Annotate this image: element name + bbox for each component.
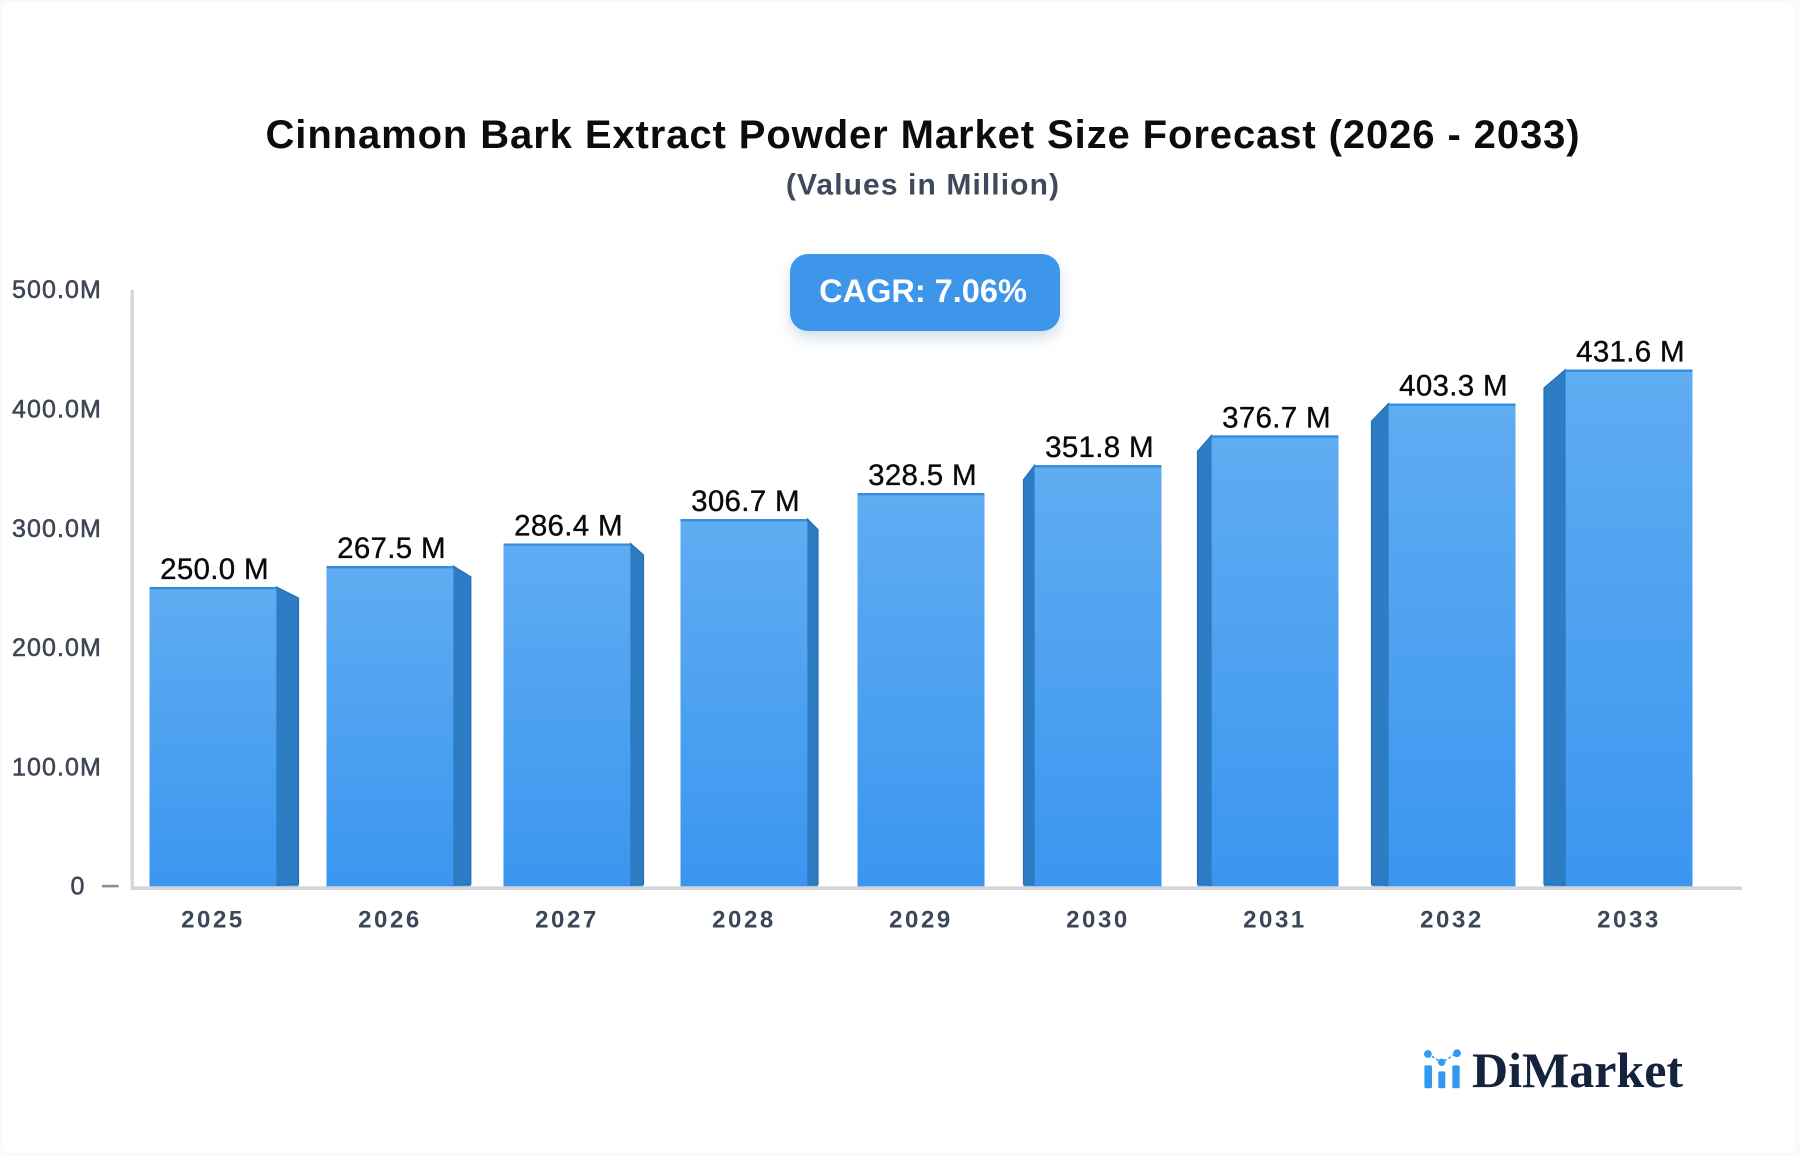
svg-text:306.7 M: 306.7 M — [691, 485, 800, 518]
svg-text:(Values in Million): (Values in Million) — [786, 169, 1060, 202]
svg-text:2030: 2030 — [1066, 907, 1130, 934]
svg-text:2028: 2028 — [712, 907, 776, 934]
svg-text:328.5 M: 328.5 M — [868, 459, 977, 492]
svg-text:403.3 M: 403.3 M — [1399, 370, 1508, 403]
svg-text:267.5 M: 267.5 M — [337, 532, 446, 565]
svg-text:Cinnamon Bark Extract Powder M: Cinnamon Bark Extract Powder Market Size… — [266, 113, 1581, 157]
svg-text:500.0M: 500.0M — [12, 276, 102, 304]
svg-text:431.6 M: 431.6 M — [1576, 336, 1685, 369]
svg-text:2032: 2032 — [1420, 907, 1484, 934]
svg-text:2026: 2026 — [358, 907, 422, 934]
svg-text:250.0 M: 250.0 M — [160, 553, 269, 586]
svg-text:2031: 2031 — [1243, 907, 1307, 934]
svg-text:DiMarket: DiMarket — [1472, 1042, 1683, 1098]
svg-text:2029: 2029 — [889, 907, 953, 934]
svg-text:100.0M: 100.0M — [12, 754, 102, 782]
svg-text:2027: 2027 — [535, 907, 599, 934]
svg-text:200.0M: 200.0M — [12, 634, 102, 662]
svg-text:400.0M: 400.0M — [12, 395, 102, 423]
svg-text:0: 0 — [70, 873, 85, 901]
svg-text:2033: 2033 — [1597, 907, 1661, 934]
svg-text:376.7 M: 376.7 M — [1222, 401, 1331, 434]
svg-text:CAGR: 7.06%: CAGR: 7.06% — [819, 273, 1027, 309]
svg-text:300.0M: 300.0M — [12, 515, 102, 543]
svg-text:351.8 M: 351.8 M — [1045, 431, 1154, 464]
svg-text:286.4 M: 286.4 M — [514, 510, 623, 543]
svg-text:2025: 2025 — [181, 907, 245, 934]
